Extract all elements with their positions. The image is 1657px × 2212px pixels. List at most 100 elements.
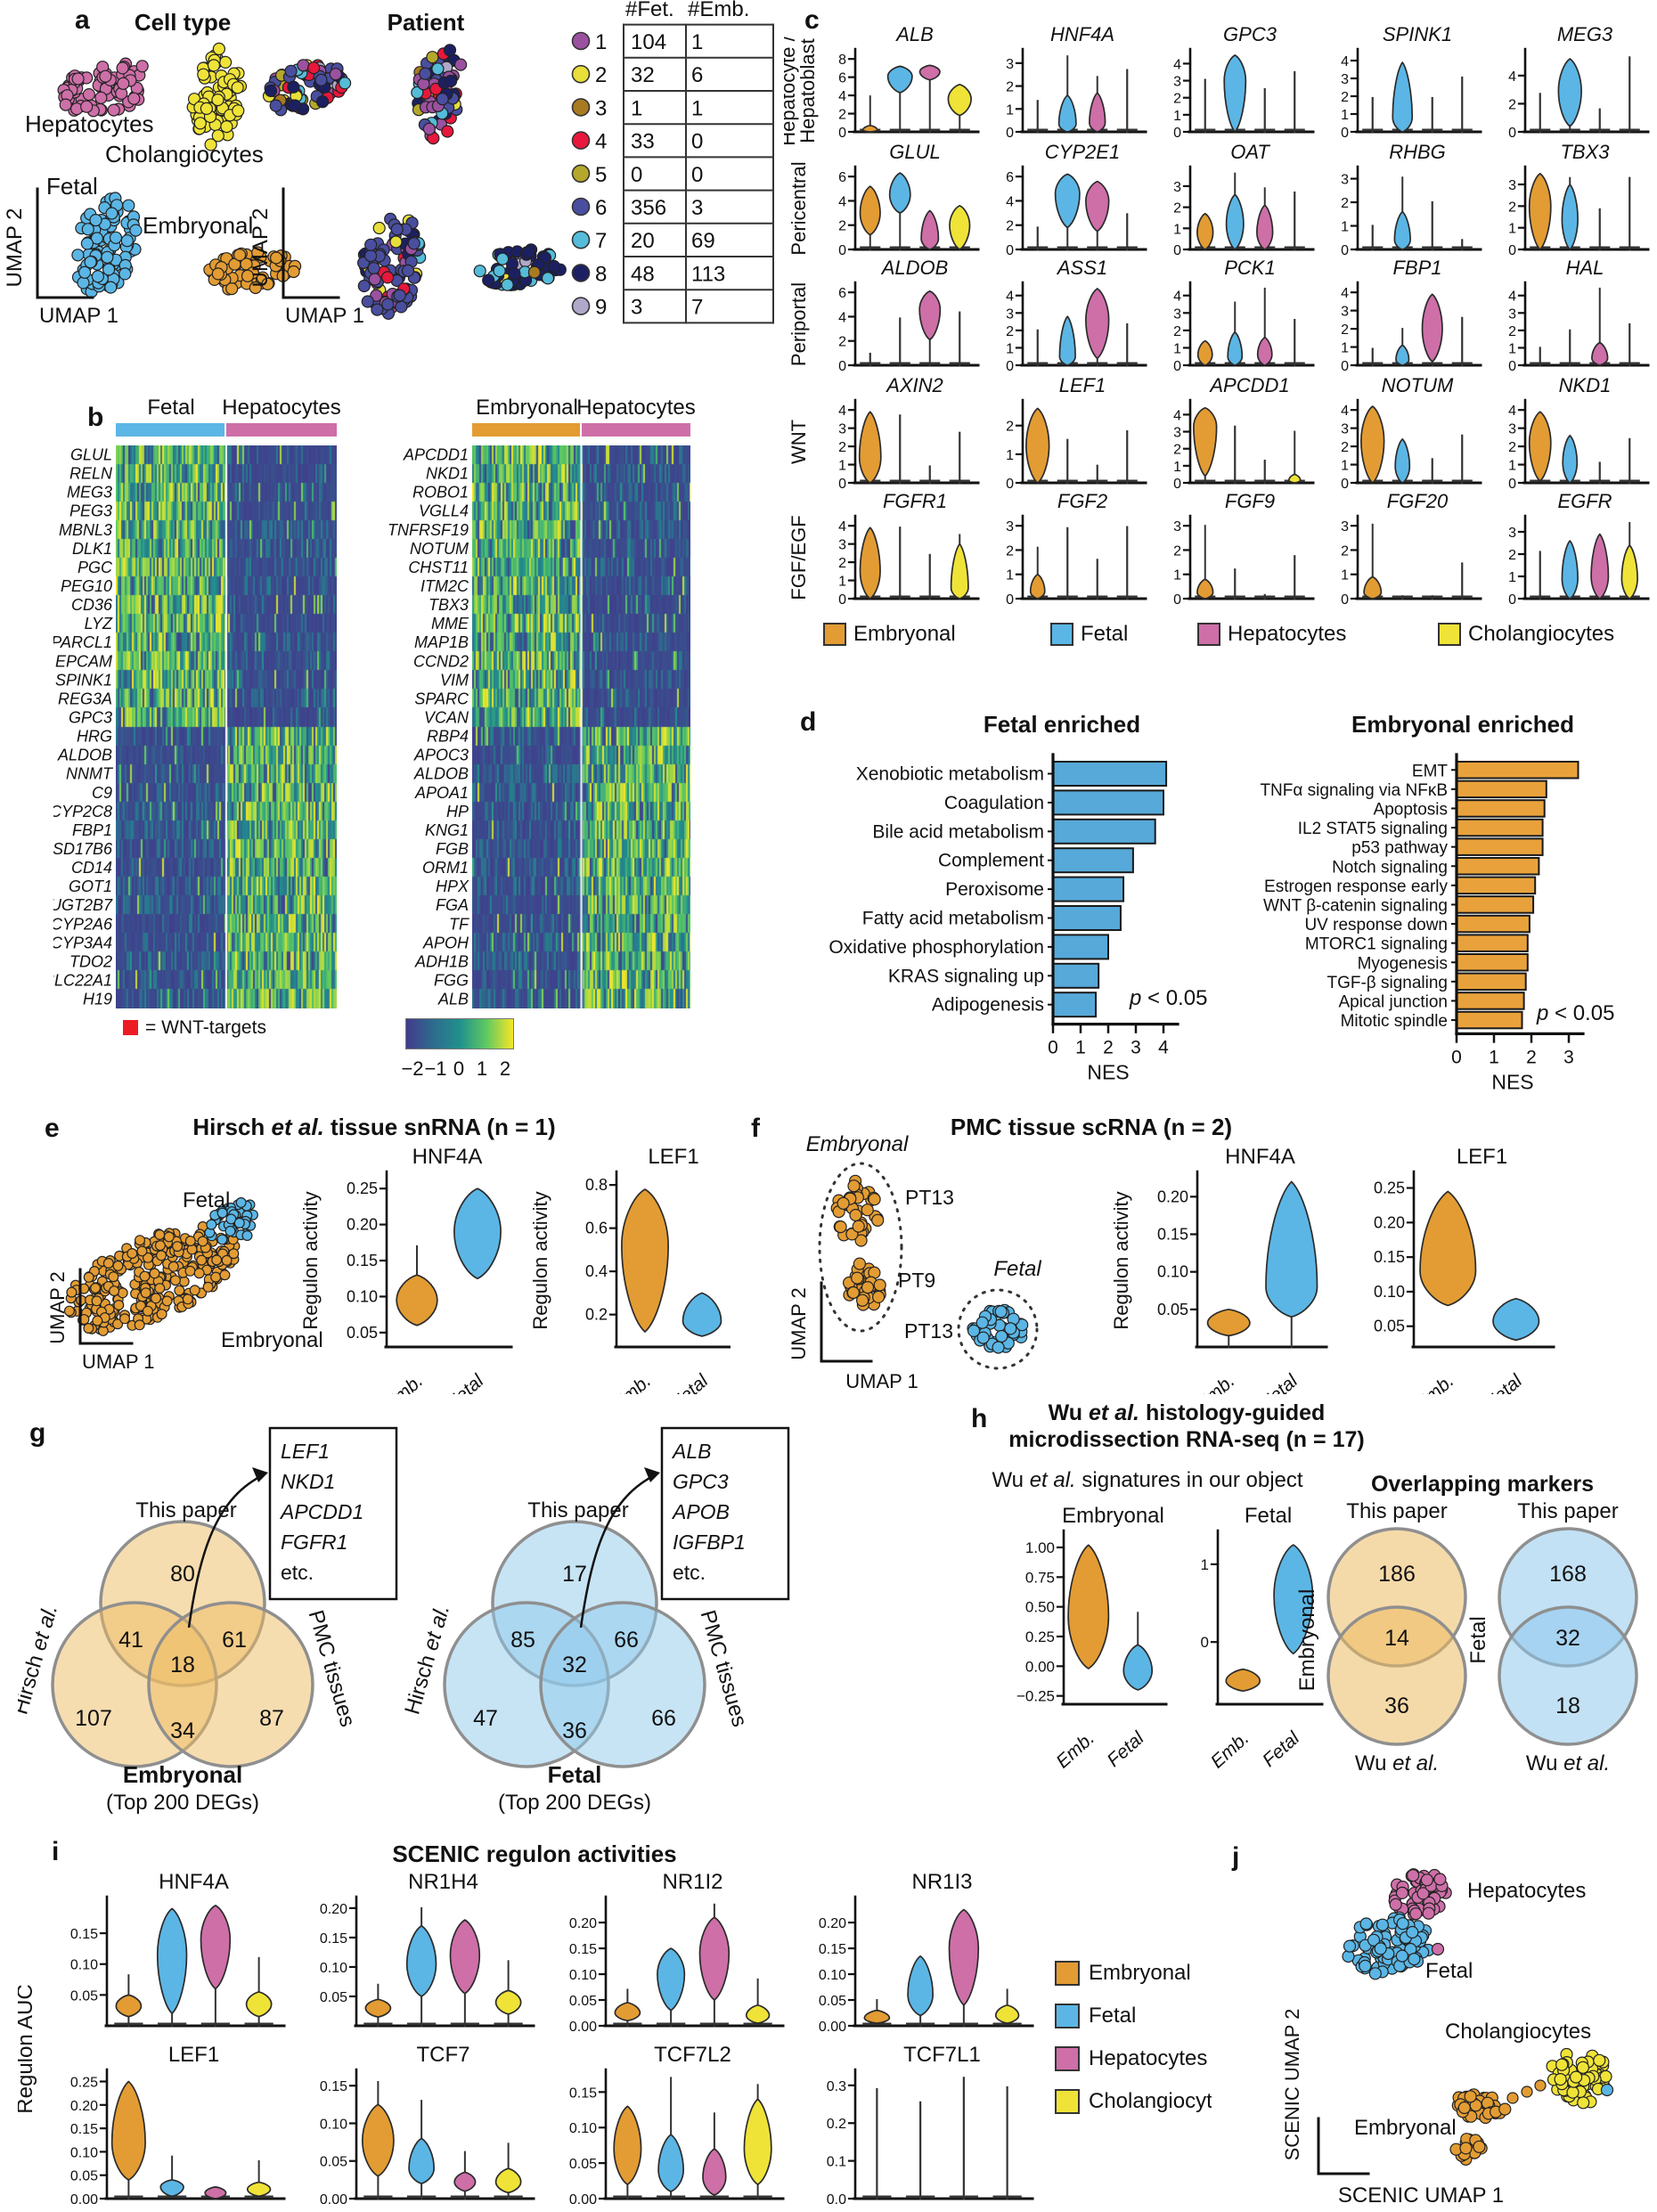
x-category-label: Fetal bbox=[1259, 1727, 1304, 1771]
emb-count: 7 bbox=[691, 296, 703, 320]
violin-plot-CYP2E1: CYP2E1 0 2 4 6 bbox=[1006, 141, 1147, 258]
legend-label: Embryonal bbox=[1089, 1961, 1191, 1985]
gene-label: MEG3 bbox=[67, 484, 112, 502]
violin bbox=[613, 2105, 642, 2185]
svg-text:2: 2 bbox=[838, 219, 846, 234]
violin-plot-LEF1: LEF1 0.05 0.10 0.15 0.20 0.25 Emb. Fetal bbox=[1374, 1145, 1555, 1394]
violin bbox=[994, 2004, 1020, 2024]
svg-text:3: 3 bbox=[1563, 1047, 1574, 1067]
svg-text:2: 2 bbox=[838, 556, 846, 571]
gene-label: MBNL3 bbox=[59, 521, 112, 539]
cluster-label-embryonal: Embryonal bbox=[221, 1328, 323, 1352]
gene-label: ADH1B bbox=[414, 952, 469, 970]
callout-gene: etc. bbox=[281, 1561, 314, 1584]
svg-text:0: 0 bbox=[1341, 359, 1349, 374]
svg-text:0.20: 0.20 bbox=[70, 2099, 98, 2114]
svg-text:4: 4 bbox=[838, 310, 846, 325]
gene-label: HRG bbox=[77, 728, 112, 746]
svg-text:0: 0 bbox=[1508, 126, 1516, 141]
violin-plot-FGF20: FGF20 0 1 2 3 bbox=[1341, 490, 1482, 608]
gene-label: CD14 bbox=[71, 859, 112, 877]
fet-count: 32 bbox=[631, 63, 655, 87]
bar-label: Fatty acid metabolism bbox=[862, 909, 1044, 929]
x-category-label: Fetal bbox=[1257, 1370, 1302, 1394]
plot-title: LEF1 bbox=[1457, 1145, 1507, 1169]
svg-text:1: 1 bbox=[1173, 568, 1181, 584]
svg-text:6: 6 bbox=[1006, 170, 1014, 185]
svg-text:1: 1 bbox=[1508, 570, 1516, 585]
violin-plot-APCDD1: APCDD1 0 1 2 3 4 bbox=[1173, 374, 1315, 492]
patient-id: 9 bbox=[595, 296, 607, 320]
fet-count: 3 bbox=[631, 296, 642, 320]
violin bbox=[657, 2134, 685, 2192]
bar-label: Complement bbox=[938, 851, 1044, 871]
violin bbox=[1058, 315, 1076, 366]
gene-label: NNMT bbox=[66, 765, 114, 783]
svg-text:8: 8 bbox=[838, 53, 846, 68]
umap-embryonal-pt13 bbox=[830, 1174, 885, 1247]
x-category-label: Emb. bbox=[609, 1371, 656, 1394]
svg-text:3: 3 bbox=[1508, 422, 1516, 437]
venn-count: 36 bbox=[562, 1718, 587, 1743]
patient-id: 2 bbox=[595, 63, 607, 87]
venn-set-label: This paper bbox=[1517, 1499, 1618, 1523]
panel-h-label: h bbox=[971, 1404, 988, 1433]
svg-text:0.05: 0.05 bbox=[347, 1324, 378, 1342]
bar-label: MTORC1 signaling bbox=[1305, 935, 1448, 954]
row-label: Periportal bbox=[788, 282, 810, 366]
gene-label: HPX bbox=[436, 877, 469, 895]
panel-f: Embryonal PT13 PT9 Fetal PT13 UMAP 2 UMAP 1 HNF… bbox=[731, 1105, 1657, 1394]
svg-text:0: 0 bbox=[838, 477, 846, 492]
gene-label: SPARCL1 bbox=[53, 633, 112, 651]
svg-text:0.1: 0.1 bbox=[827, 2155, 846, 2170]
svg-text:0: 0 bbox=[1006, 126, 1014, 141]
heatmap-group-label: Fetal bbox=[147, 396, 194, 420]
panel-b-graphics: Fetal Hepatocytes EmbryonalHepatocytesGLUL… bbox=[53, 396, 696, 1080]
svg-text:0.50: 0.50 bbox=[1025, 1599, 1055, 1616]
x-category-label: Emb. bbox=[1207, 1728, 1253, 1773]
venn-count: 41 bbox=[118, 1628, 143, 1653]
svg-text:3: 3 bbox=[1173, 75, 1181, 90]
gene-label: TNFRSF19 bbox=[388, 521, 469, 539]
gene-label: SPINK1 bbox=[55, 671, 112, 689]
violin bbox=[1393, 210, 1411, 250]
plot-title: RHBG bbox=[1389, 141, 1446, 163]
violin-plot-EGFR: EGFR 0 1 2 3 bbox=[1508, 490, 1650, 608]
svg-text:4: 4 bbox=[1508, 404, 1516, 419]
svg-text:4: 4 bbox=[1173, 290, 1181, 305]
svg-text:3: 3 bbox=[1341, 305, 1349, 320]
violin bbox=[204, 2186, 227, 2200]
svg-text:0: 0 bbox=[1173, 477, 1181, 492]
scenic-umap2-axis-label: SCENIC UMAP 2 bbox=[1281, 2009, 1303, 2161]
emb-count: 0 bbox=[691, 163, 703, 187]
gene-label: GLUL bbox=[70, 446, 112, 464]
violin bbox=[159, 2179, 184, 2198]
legend-swatch bbox=[1055, 2004, 1080, 2028]
bar-label: Mitotic spindle bbox=[1341, 1012, 1448, 1031]
svg-text:2: 2 bbox=[1508, 97, 1516, 112]
violin bbox=[614, 2002, 641, 2022]
svg-text:1: 1 bbox=[1173, 222, 1181, 237]
violin bbox=[449, 1919, 481, 1995]
group-color-bar bbox=[472, 423, 580, 437]
svg-text:0.15: 0.15 bbox=[1157, 1225, 1188, 1243]
svg-text:2: 2 bbox=[838, 440, 846, 455]
violin bbox=[863, 2009, 891, 2024]
svg-text:0.2: 0.2 bbox=[585, 1306, 608, 1324]
violin-plot-MEG3: MEG3 0 2 4 bbox=[1508, 23, 1650, 141]
plot-title: GPC3 bbox=[1223, 23, 1277, 45]
venn-side-label: Fetal bbox=[1466, 1616, 1490, 1663]
svg-text:0.05: 0.05 bbox=[1374, 1318, 1405, 1335]
svg-text:1: 1 bbox=[1341, 568, 1349, 584]
patient-dot bbox=[571, 31, 591, 51]
x-category-label: Emb. bbox=[381, 1371, 428, 1394]
p-value-note: p < 0.05 bbox=[1536, 1001, 1614, 1025]
cluster-label-embryonal: Embryonal bbox=[143, 212, 253, 239]
violin bbox=[1528, 173, 1552, 250]
svg-text:4: 4 bbox=[838, 89, 846, 104]
violin bbox=[1265, 1180, 1318, 1318]
emb-count: 1 bbox=[691, 96, 703, 120]
gene-label: FGG bbox=[434, 971, 469, 989]
violin bbox=[246, 2181, 272, 2198]
svg-text:3: 3 bbox=[1006, 57, 1014, 72]
